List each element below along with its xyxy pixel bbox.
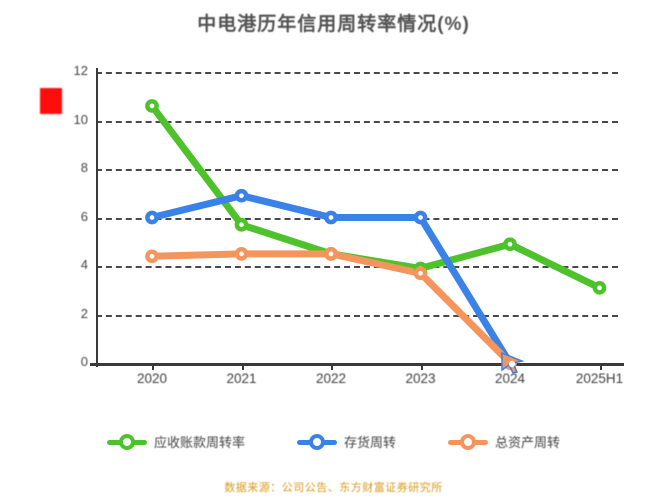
x-tick-label-2023: 2023: [405, 371, 436, 386]
y-tick-label-4: 4: [80, 257, 88, 272]
legend-label: 存货周转: [343, 435, 396, 450]
gridline-0: [96, 363, 618, 365]
y-tick-label-10: 10: [73, 111, 88, 127]
legend-swatch-icon: [296, 433, 337, 450]
x-tick-label-2024: 2024: [494, 371, 526, 386]
gridline-4: [96, 266, 618, 268]
legend-item-blue[interactable]: 存货周转: [296, 432, 396, 451]
chart-legend: 应收账款周转率 存货周转 总资产周转: [0, 432, 667, 451]
x-tick-label-2022: 2022: [315, 371, 347, 386]
legend-label: 应收账款周转率: [153, 435, 245, 450]
source-watermark: 数据来源：公司公告、东方财富证券研究所: [224, 482, 443, 494]
x-tick-mark-2021: [241, 363, 244, 370]
gridline-10: [96, 120, 618, 123]
x-tick-mark-2024: [510, 363, 512, 370]
gridline-12: [96, 72, 618, 74]
gridline-8: [96, 169, 618, 171]
y-tick-label-12: 12: [73, 63, 88, 78]
legend-label: 总资产周转: [495, 435, 561, 450]
y-tick-label-6: 6: [80, 208, 88, 224]
x-tick-label-2025H1: 2025H1: [575, 371, 624, 386]
gridline-6: [96, 217, 618, 220]
plot-area: [96, 72, 618, 365]
y-tick-label-0: 0: [80, 354, 88, 369]
x-tick-mark-2022: [331, 363, 333, 370]
legend-swatch-icon: [448, 433, 488, 450]
x-tick-label-2021: 2021: [226, 371, 257, 386]
y-tick-label-8: 8: [80, 160, 88, 175]
chart-title: 中电港历年信用周转率情况(%): [197, 14, 470, 35]
legend-item-orange[interactable]: 总资产周转: [448, 432, 560, 451]
gridline-2: [96, 314, 618, 317]
y-tick-label-2: 2: [80, 305, 88, 321]
x-tick-mark-2025H1: [599, 363, 602, 370]
watermark-red-badge: [40, 88, 62, 114]
x-tick-mark-2023: [420, 363, 423, 370]
x-tick-label-2020: 2020: [136, 371, 168, 386]
x-tick-mark-2020: [152, 363, 154, 370]
legend-swatch-icon: [106, 433, 147, 450]
legend-item-green[interactable]: 应收账款周转率: [106, 432, 245, 451]
